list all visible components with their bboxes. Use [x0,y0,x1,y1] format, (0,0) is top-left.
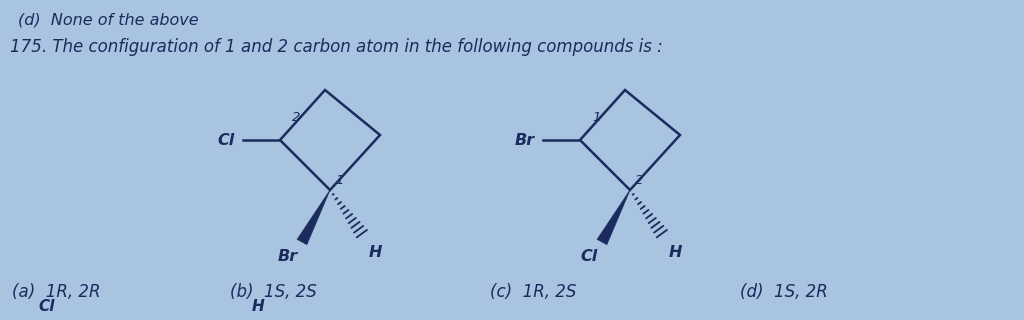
Polygon shape [597,190,630,244]
Text: H: H [669,245,682,260]
Text: Br: Br [278,249,298,264]
Text: Cl: Cl [218,132,234,148]
Text: Cl: Cl [38,299,54,314]
Text: (d)  1S, 2R: (d) 1S, 2R [740,283,827,301]
Text: 1: 1 [335,174,343,187]
Text: 175. The configuration of 1 and 2 carbon atom in the following compounds is :: 175. The configuration of 1 and 2 carbon… [10,38,663,56]
Text: (c)  1R, 2S: (c) 1R, 2S [490,283,577,301]
Text: Br: Br [515,132,535,148]
Text: (d)  None of the above: (d) None of the above [18,12,199,27]
Text: H: H [369,245,382,260]
Text: 1: 1 [592,111,600,124]
Text: Cl: Cl [581,249,598,264]
Text: H: H [252,299,265,314]
Text: 2: 2 [635,174,643,187]
Text: 2: 2 [292,111,300,124]
Polygon shape [297,190,330,244]
Text: (a)  1R, 2R: (a) 1R, 2R [12,283,100,301]
Text: (b)  1S, 2S: (b) 1S, 2S [230,283,316,301]
